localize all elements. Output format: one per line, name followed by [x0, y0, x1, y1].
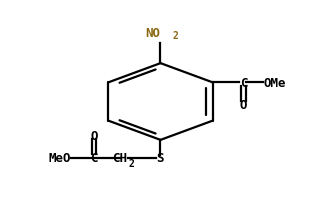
Text: NO: NO	[145, 26, 160, 39]
Text: O: O	[91, 130, 98, 143]
Text: OMe: OMe	[264, 76, 286, 89]
Text: S: S	[157, 152, 164, 165]
Text: 2: 2	[173, 31, 179, 41]
Text: O: O	[239, 99, 247, 112]
Text: C: C	[240, 76, 248, 89]
Text: MeO: MeO	[49, 152, 71, 165]
Text: C: C	[90, 152, 97, 165]
Text: CH: CH	[112, 152, 127, 165]
Text: 2: 2	[128, 158, 134, 168]
